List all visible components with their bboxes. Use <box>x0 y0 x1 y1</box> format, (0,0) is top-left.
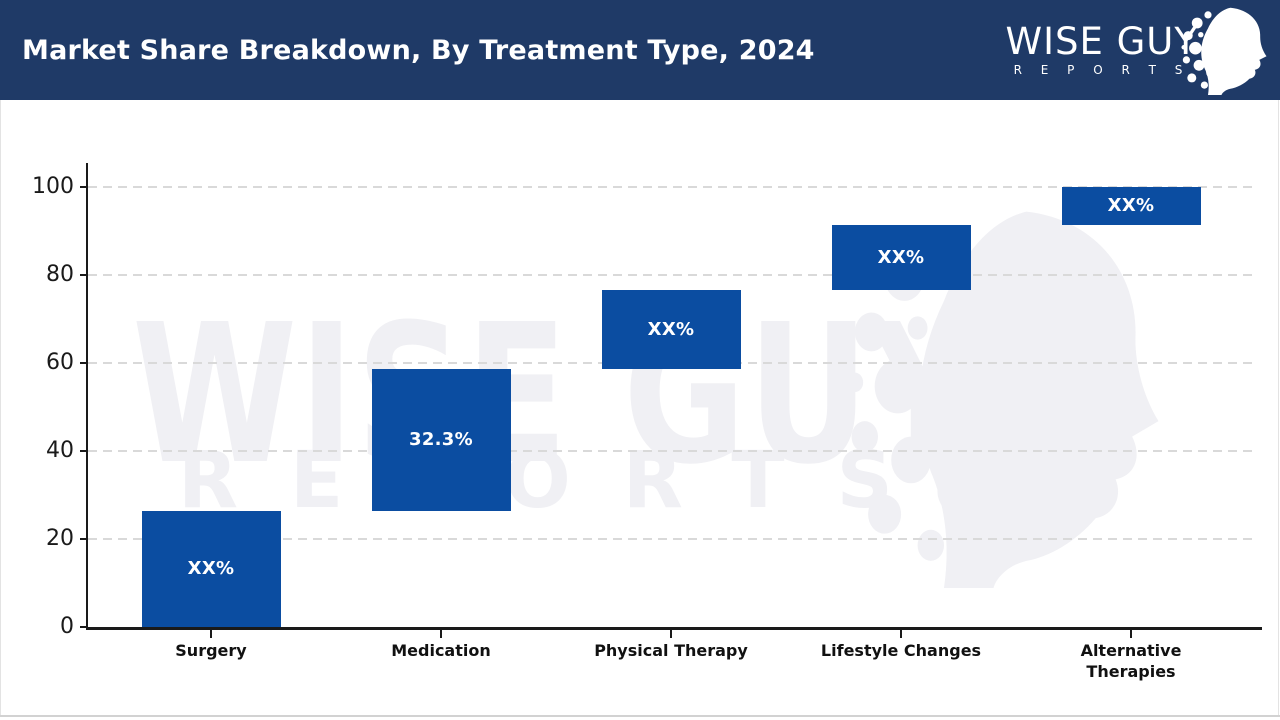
bar-value-label-medication: 32.3% <box>409 429 473 451</box>
category-label-medication: Medication <box>391 641 491 660</box>
y-axis-tick <box>80 626 88 628</box>
page-title: Market Share Breakdown, By Treatment Typ… <box>22 34 815 66</box>
watermark-wordmark: WISE GUY <box>132 284 981 507</box>
dotted-head-icon <box>1181 7 1267 95</box>
bar-surgery: XX% <box>141 510 281 627</box>
x-axis-tick <box>900 630 902 638</box>
x-axis-tick <box>1130 630 1132 638</box>
logo-wordmark: WISE GUY <box>1005 20 1198 64</box>
x-axis-tick <box>440 630 442 638</box>
logo-text: WISE GUY R E P O R T S <box>1005 20 1198 77</box>
bar-medication: 32.3% <box>371 368 511 511</box>
y-axis-tick <box>80 362 88 364</box>
gridline <box>88 538 1253 540</box>
chart-area: WISE GUY REPORTS 0 20 40 60 80 100 XX% Surgery 3… <box>0 100 1280 720</box>
bottom-border <box>0 715 1280 717</box>
left-border <box>0 100 1 716</box>
category-label-alternative-therapies: Alternative Therapies <box>1080 641 1182 681</box>
bar-value-label-lifestyle-changes: XX% <box>877 246 925 268</box>
y-tick-label: 20 <box>46 526 74 551</box>
y-axis-tick <box>80 538 88 540</box>
logo-subtitle: R E P O R T S <box>1013 62 1190 77</box>
bar-alternative-therapies: XX% <box>1061 187 1201 225</box>
x-axis-tick <box>210 630 212 638</box>
y-tick-label: 60 <box>46 350 74 375</box>
y-tick-label: 80 <box>46 262 74 287</box>
y-axis-tick <box>80 450 88 452</box>
y-tick-label: 0 <box>60 614 74 639</box>
watermark-subtitle: REPORTS <box>178 436 945 526</box>
category-label-lifestyle-changes: Lifestyle Changes <box>820 641 982 660</box>
gridline <box>88 450 1253 452</box>
y-axis <box>86 163 88 627</box>
x-axis <box>86 627 1262 630</box>
bar-value-label-surgery: XX% <box>187 558 235 580</box>
y-tick-label: 100 <box>32 174 74 199</box>
category-label-physical-therapy: Physical Therapy <box>594 641 748 660</box>
category-label-surgery: Surgery <box>175 641 247 660</box>
wise-guy-logo: WISE GUY R E P O R T S <box>1006 4 1274 96</box>
bar-value-label-alternative-therapies: XX% <box>1107 195 1155 217</box>
bar-lifestyle-changes: XX% <box>831 224 971 290</box>
gridline <box>88 274 1253 276</box>
y-axis-tick <box>80 274 88 276</box>
y-tick-label: 40 <box>46 438 74 463</box>
right-border <box>1278 100 1279 716</box>
bar-physical-therapy: XX% <box>601 289 741 369</box>
x-axis-tick <box>670 630 672 638</box>
y-axis-tick <box>80 186 88 188</box>
bar-value-label-physical-therapy: XX% <box>647 318 695 340</box>
gridline <box>88 186 1253 188</box>
header-banner: Market Share Breakdown, By Treatment Typ… <box>0 0 1280 100</box>
